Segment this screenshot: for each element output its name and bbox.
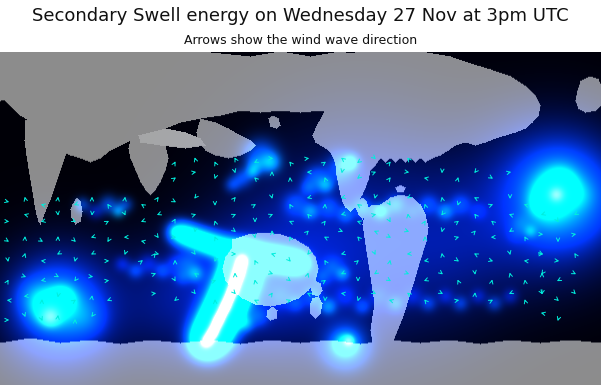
Text: Arrows show the wind wave direction: Arrows show the wind wave direction bbox=[184, 34, 417, 47]
Text: Secondary Swell energy on Wednesday 27 Nov at 3pm UTC: Secondary Swell energy on Wednesday 27 N… bbox=[32, 7, 569, 25]
